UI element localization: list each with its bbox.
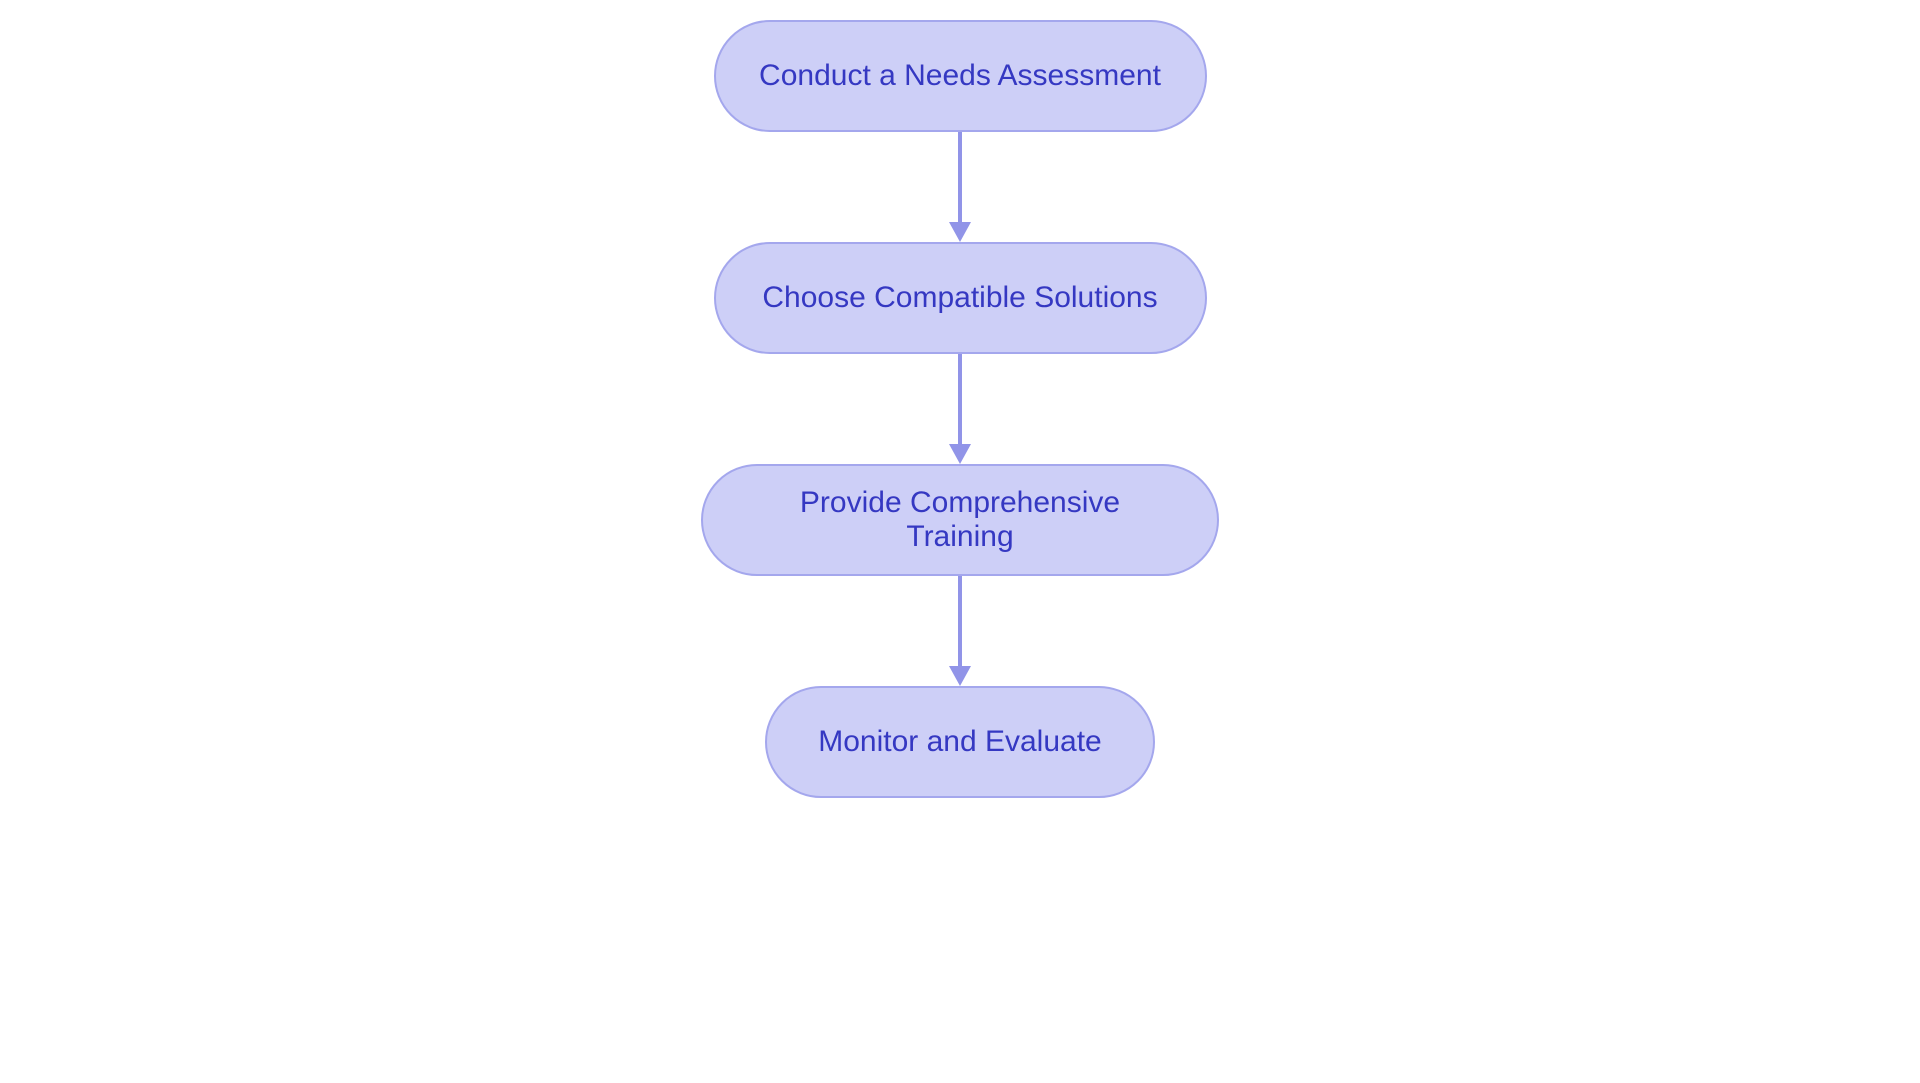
flowchart-node-1: Conduct a Needs Assessment: [714, 20, 1207, 132]
flowchart-node-4: Monitor and Evaluate: [765, 686, 1155, 798]
flowchart-arrow-2: [949, 354, 971, 464]
arrow-head-icon: [949, 444, 971, 464]
arrow-head-icon: [949, 666, 971, 686]
flowchart-node-3: Provide Comprehensive Training: [701, 464, 1219, 576]
flowchart-node-2: Choose Compatible Solutions: [714, 242, 1207, 354]
flowchart-container: Conduct a Needs Assessment Choose Compat…: [701, 20, 1219, 798]
arrow-line: [958, 132, 962, 222]
flowchart-arrow-3: [949, 576, 971, 686]
flowchart-arrow-1: [949, 132, 971, 242]
arrow-line: [958, 354, 962, 444]
arrow-line: [958, 576, 962, 666]
arrow-head-icon: [949, 222, 971, 242]
